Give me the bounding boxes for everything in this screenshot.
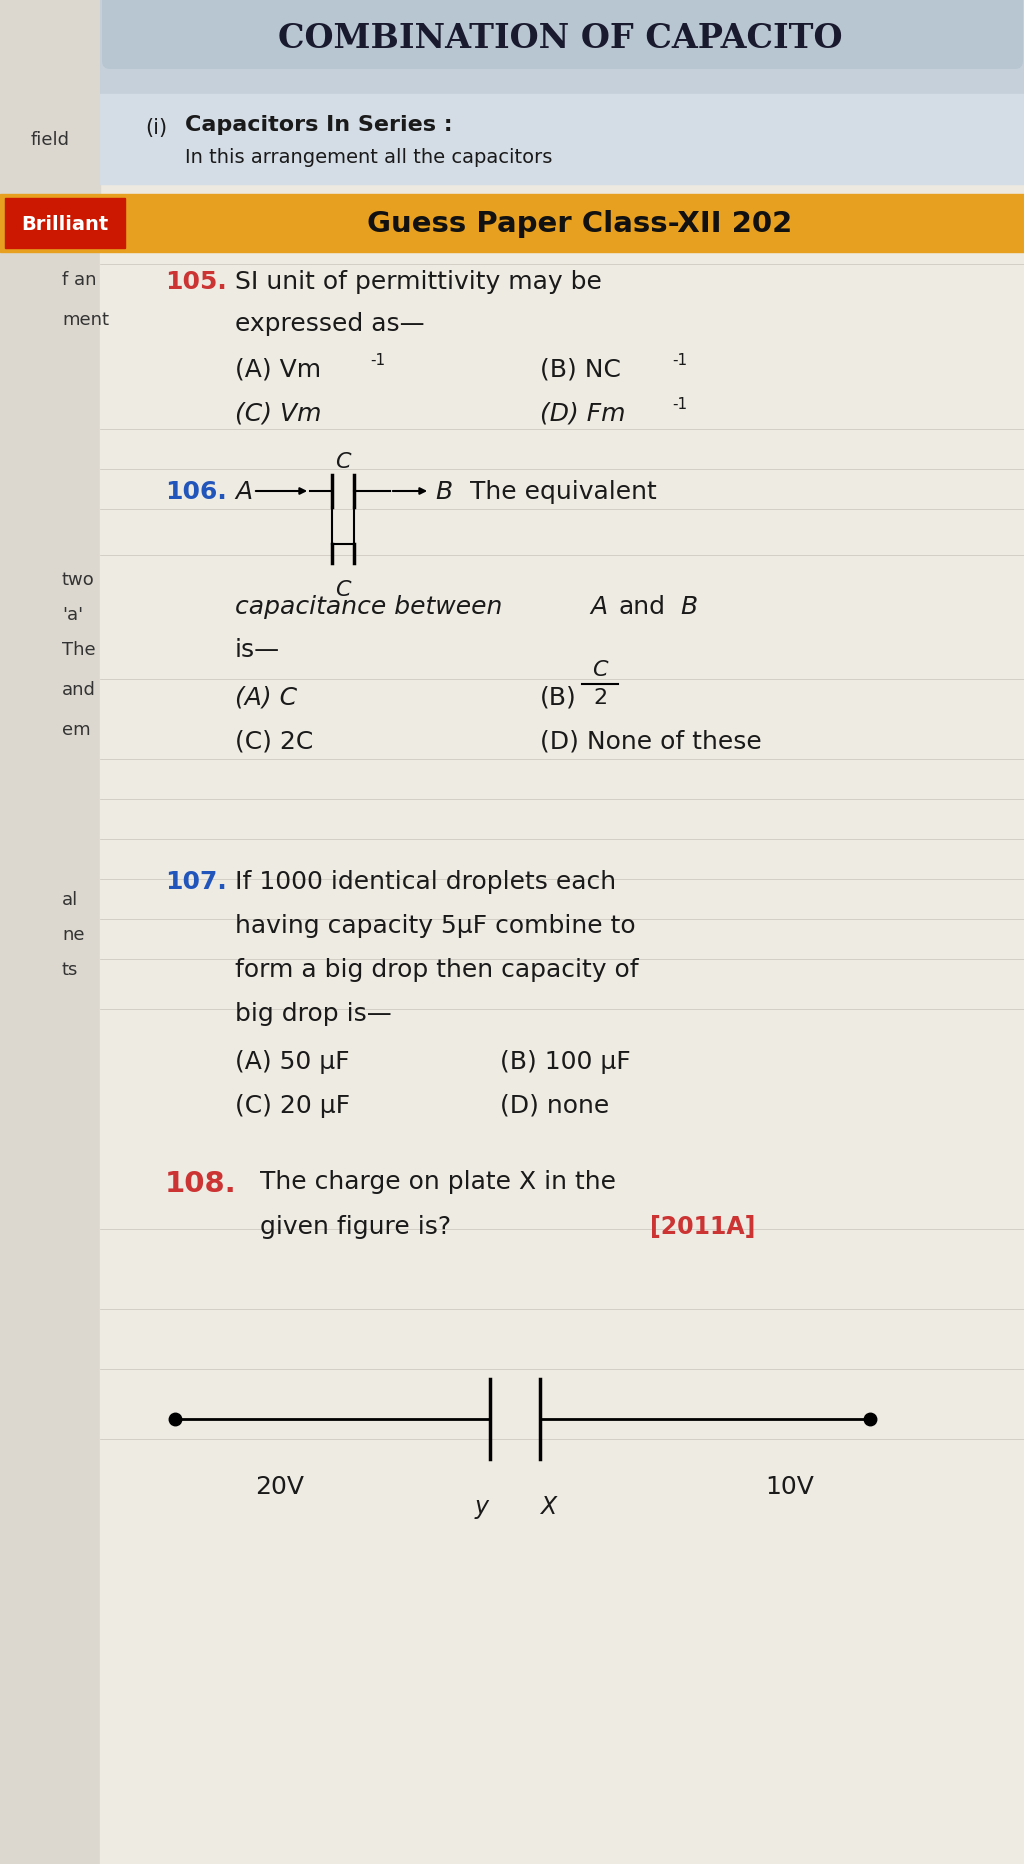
Text: ts: ts bbox=[62, 960, 79, 979]
Text: and: and bbox=[62, 680, 96, 699]
Text: 2: 2 bbox=[593, 688, 607, 708]
Text: 105.: 105. bbox=[165, 270, 226, 295]
Bar bbox=[0, 196, 1024, 254]
Text: -1: -1 bbox=[370, 352, 385, 367]
Text: 20V: 20V bbox=[256, 1474, 304, 1499]
Text: is—: is— bbox=[234, 637, 281, 662]
Text: C: C bbox=[335, 580, 351, 600]
Text: X: X bbox=[540, 1495, 556, 1517]
Text: (A) C: (A) C bbox=[234, 684, 297, 708]
Text: B: B bbox=[435, 479, 453, 503]
Text: ment: ment bbox=[62, 311, 109, 328]
Text: A: A bbox=[590, 595, 607, 619]
Text: (D) none: (D) none bbox=[500, 1094, 609, 1117]
Text: two: two bbox=[62, 570, 95, 589]
Text: having capacity 5μF combine to: having capacity 5μF combine to bbox=[234, 913, 636, 938]
Text: ne: ne bbox=[62, 926, 85, 943]
Text: y: y bbox=[475, 1495, 489, 1517]
Text: C: C bbox=[592, 660, 608, 680]
Text: A: A bbox=[234, 479, 252, 503]
Bar bbox=[0, 0, 100, 1864]
Text: The charge on plate X in the: The charge on plate X in the bbox=[260, 1169, 616, 1193]
Text: The equivalent: The equivalent bbox=[470, 479, 656, 503]
Text: (D) Fm: (D) Fm bbox=[540, 403, 626, 425]
Text: [2011A]: [2011A] bbox=[650, 1213, 756, 1238]
Text: given figure is?: given figure is? bbox=[260, 1213, 452, 1238]
Text: SI unit of permittivity may be: SI unit of permittivity may be bbox=[234, 270, 602, 295]
Text: 10V: 10V bbox=[766, 1474, 814, 1499]
Text: 107.: 107. bbox=[165, 869, 226, 893]
Text: Capacitors In Series :: Capacitors In Series : bbox=[185, 116, 453, 134]
Text: capacitance between: capacitance between bbox=[234, 595, 503, 619]
Text: COMBINATION OF CAPACITO: COMBINATION OF CAPACITO bbox=[278, 22, 843, 54]
Text: (C) 2C: (C) 2C bbox=[234, 729, 313, 753]
Text: (D) None of these: (D) None of these bbox=[540, 729, 762, 753]
Text: If 1000 identical droplets each: If 1000 identical droplets each bbox=[234, 869, 616, 893]
Text: B: B bbox=[680, 595, 697, 619]
Bar bbox=[5, 199, 125, 250]
Text: In this arrangement all the capacitors: In this arrangement all the capacitors bbox=[185, 147, 552, 168]
Text: al: al bbox=[62, 891, 78, 908]
Text: (B) NC: (B) NC bbox=[540, 358, 621, 382]
Bar bbox=[100, 95, 1024, 185]
FancyBboxPatch shape bbox=[100, 0, 1024, 95]
Text: 'a': 'a' bbox=[62, 606, 83, 624]
Text: (B): (B) bbox=[540, 684, 577, 708]
Text: (A) Vm: (A) Vm bbox=[234, 358, 322, 382]
Text: (C) 20 μF: (C) 20 μF bbox=[234, 1094, 350, 1117]
Text: f an: f an bbox=[62, 270, 96, 289]
Text: (A) 50 μF: (A) 50 μF bbox=[234, 1049, 349, 1074]
Text: and: and bbox=[618, 595, 665, 619]
Text: Guess Paper Class-XII 202: Guess Paper Class-XII 202 bbox=[368, 211, 793, 239]
Text: expressed as—: expressed as— bbox=[234, 311, 425, 336]
Text: C: C bbox=[335, 451, 351, 472]
Text: em: em bbox=[62, 721, 91, 738]
Text: The: The bbox=[62, 641, 95, 658]
Bar bbox=[100, 254, 1024, 1864]
FancyBboxPatch shape bbox=[102, 0, 1023, 71]
Text: form a big drop then capacity of: form a big drop then capacity of bbox=[234, 958, 639, 982]
Text: -1: -1 bbox=[672, 352, 687, 367]
Text: field: field bbox=[31, 130, 70, 149]
Text: 108.: 108. bbox=[165, 1169, 237, 1197]
Text: (C) Vm: (C) Vm bbox=[234, 403, 322, 425]
Text: Brilliant: Brilliant bbox=[22, 214, 109, 233]
Text: (i): (i) bbox=[145, 117, 167, 138]
Text: -1: -1 bbox=[672, 397, 687, 412]
Text: 106.: 106. bbox=[165, 479, 226, 503]
Text: (B) 100 μF: (B) 100 μF bbox=[500, 1049, 631, 1074]
Text: big drop is—: big drop is— bbox=[234, 1001, 392, 1025]
